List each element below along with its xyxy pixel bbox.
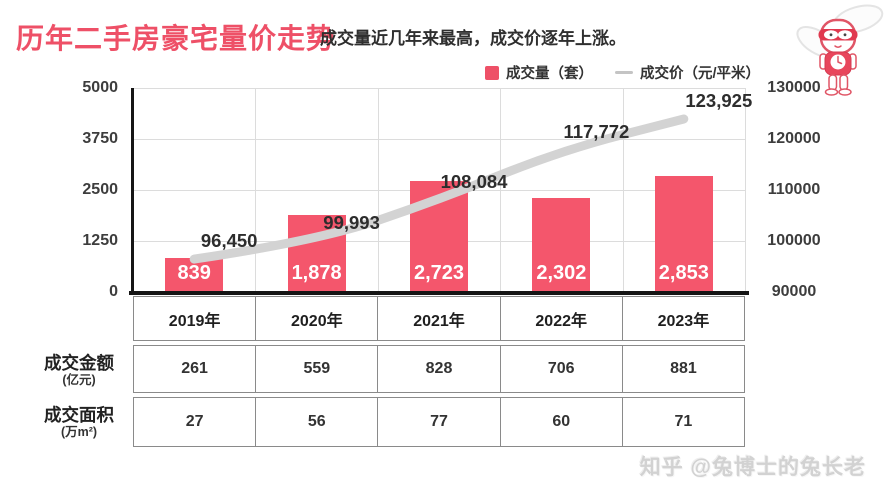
volume-bar-value: 2,853 bbox=[658, 262, 709, 284]
year-cell: 2021年 bbox=[378, 297, 501, 340]
gridline-vertical bbox=[377, 88, 379, 292]
table-cell: 261 bbox=[134, 346, 257, 392]
table-row-label-unit: (亿元) bbox=[62, 373, 96, 387]
volume-bar-value: 839 bbox=[177, 262, 211, 284]
year-cell: 2020年 bbox=[256, 297, 379, 340]
gridline-vertical bbox=[622, 88, 624, 292]
x-axis-line bbox=[129, 291, 749, 295]
volume-bar-value: 2,302 bbox=[536, 262, 587, 284]
table-cell: 706 bbox=[501, 346, 623, 392]
volume-bar-value: 1,878 bbox=[291, 262, 342, 284]
table-cell: 828 bbox=[378, 346, 501, 392]
table-row-label-main: 成交金额 bbox=[44, 353, 114, 373]
watermark: 知乎 @兔博士的兔长老 bbox=[639, 456, 866, 479]
right-axis-tick: 100000 bbox=[767, 232, 821, 249]
gridline-horizontal bbox=[133, 139, 745, 140]
table-cell: 559 bbox=[256, 346, 379, 392]
price-point-value: 96,450 bbox=[200, 230, 258, 252]
year-cell: 2019年 bbox=[134, 297, 257, 340]
legend: 成交量（套） 成交价（元/平米） bbox=[0, 62, 760, 83]
legend-item-volume: 成交量（套） bbox=[484, 62, 593, 83]
y-axis-line bbox=[131, 88, 134, 294]
price-point-value: 108,084 bbox=[440, 170, 508, 192]
year-cell: 2023年 bbox=[657, 312, 710, 330]
gridline-vertical bbox=[745, 88, 746, 292]
table-row: 261 559 828 706 881 bbox=[133, 345, 745, 393]
right-axis-tick: 130000 bbox=[767, 79, 821, 96]
table-cell: 60 bbox=[501, 398, 623, 446]
price-point-value: 99,993 bbox=[323, 212, 380, 234]
left-axis-tick: 1250 bbox=[82, 232, 118, 249]
table-row: 27 56 77 60 71 bbox=[133, 397, 745, 447]
bar-legend-label: 成交量（套） bbox=[505, 66, 593, 82]
legend-item-price: 成交价（元/平米） bbox=[614, 62, 760, 83]
right-axis-tick: 120000 bbox=[767, 130, 821, 147]
bar-swatch-icon bbox=[484, 65, 499, 80]
price-point-value: 117,772 bbox=[563, 121, 630, 143]
gridline-horizontal bbox=[133, 88, 745, 89]
table-cell: 27 bbox=[134, 398, 257, 446]
table-row-label-unit: (万m²) bbox=[60, 425, 98, 439]
left-axis-tick: 3750 bbox=[82, 130, 118, 147]
left-axis-tick: 5000 bbox=[82, 79, 118, 96]
table-row-label-main: 成交面积 bbox=[44, 405, 114, 425]
line-swatch-icon bbox=[614, 71, 633, 74]
table-cell: 56 bbox=[256, 398, 379, 446]
page-subtitle: 成交量近几年来最高，成交价逐年上涨。 bbox=[320, 29, 626, 48]
table-cell: 77 bbox=[378, 398, 501, 446]
line-legend-label: 成交价（元/平米） bbox=[639, 66, 760, 82]
year-row: 2019年 2020年 2021年 2022年 2023年 bbox=[133, 296, 745, 341]
table-cell: 71 bbox=[674, 413, 693, 430]
volume-bar-value: 2,723 bbox=[413, 262, 465, 284]
table-row-label: 成交金额 (亿元) bbox=[28, 353, 130, 388]
left-axis-tick: 0 bbox=[109, 283, 118, 300]
rabbit-mascot-icon bbox=[796, 4, 884, 96]
right-axis-tick: 90000 bbox=[771, 283, 817, 300]
page-title: 历年二手房豪宅量价走势 bbox=[16, 23, 336, 54]
right-axis-tick: 110000 bbox=[767, 181, 821, 198]
gridline-vertical bbox=[255, 88, 257, 292]
left-axis-tick: 2500 bbox=[82, 181, 118, 198]
table-cell: 881 bbox=[670, 360, 697, 377]
table-row-label: 成交面积 (万m²) bbox=[28, 405, 130, 440]
price-point-value: 123,925 bbox=[685, 89, 753, 111]
year-cell: 2022年 bbox=[501, 297, 623, 340]
